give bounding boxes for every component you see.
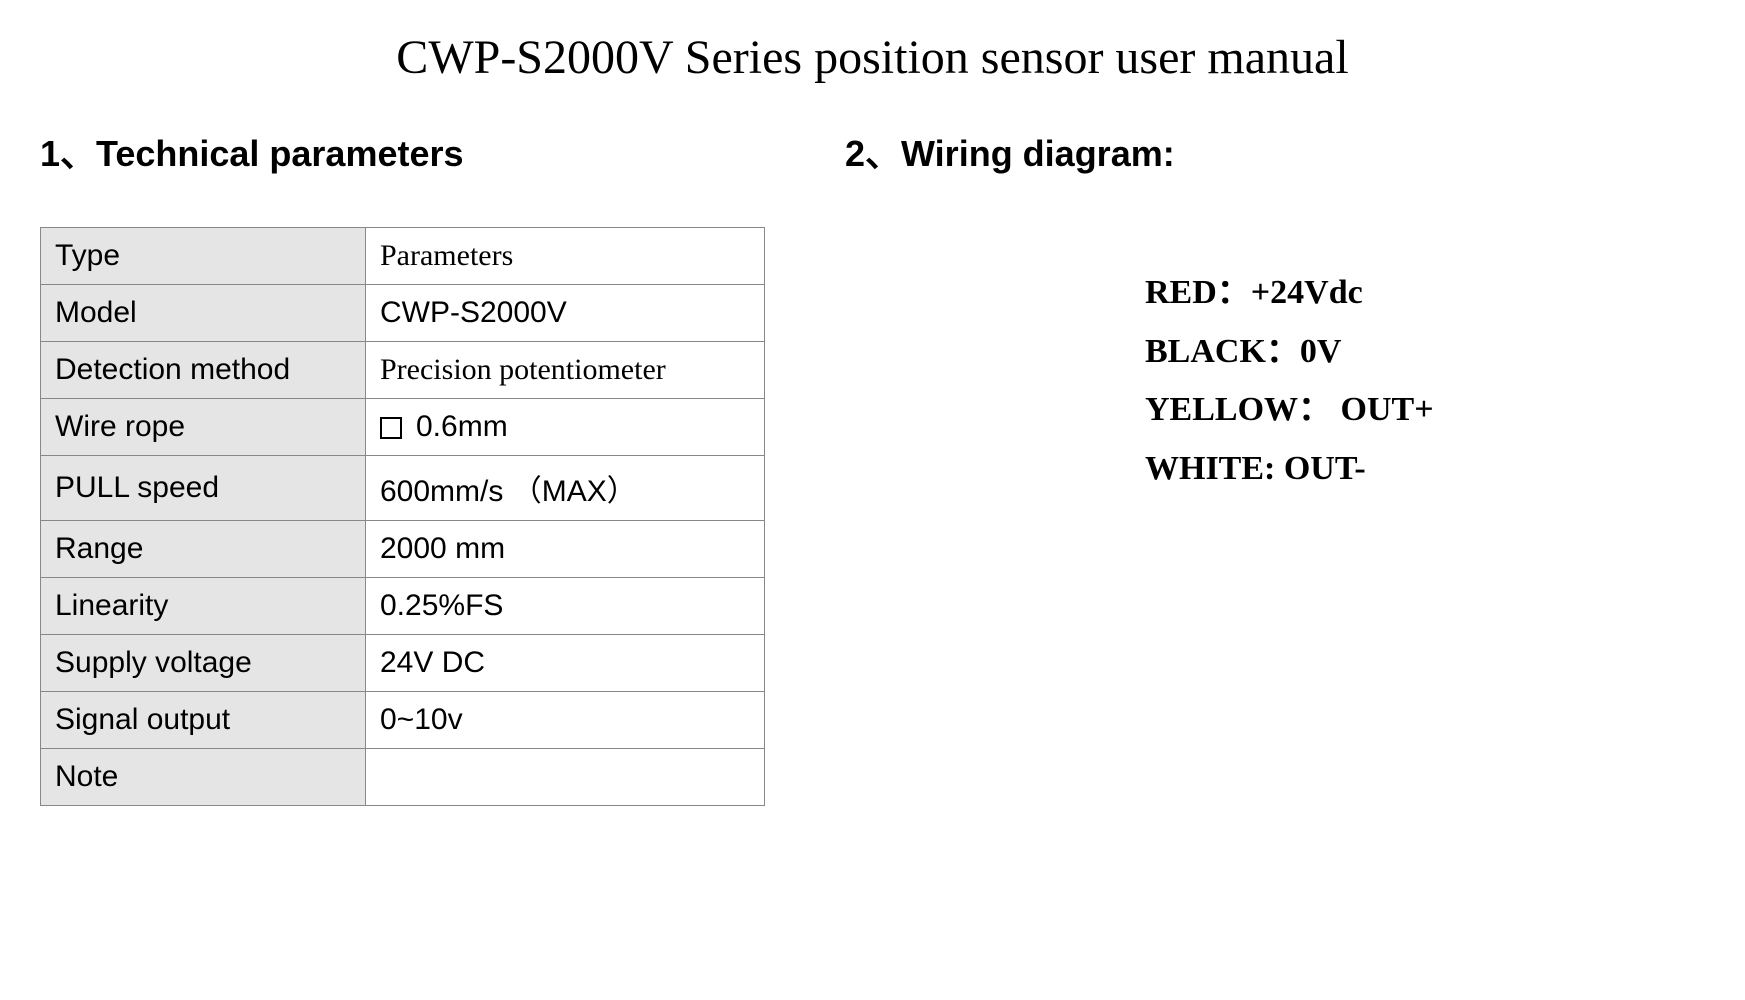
param-label: Note [41, 749, 366, 806]
parameters-table: Type Parameters Model CWP-S2000V Detecti… [40, 227, 765, 806]
param-value: Precision potentiometer [366, 342, 765, 399]
section1-heading: 1、Technical parameters [40, 125, 765, 177]
param-label: Detection method [41, 342, 366, 399]
param-value: 0.6mm [366, 399, 765, 456]
table-row: Signal output 0~10v [41, 692, 765, 749]
param-label: Model [41, 285, 366, 342]
table-row: PULL speed 600mm/s （MAX） [41, 456, 765, 521]
param-value-text: 0.6mm [416, 410, 508, 443]
param-value: CWP-S2000V [366, 285, 765, 342]
table-row: Range 2000 mm [41, 521, 765, 578]
checkbox-icon [380, 417, 402, 439]
param-label: PULL speed [41, 456, 366, 521]
parameters-table-body: Type Parameters Model CWP-S2000V Detecti… [41, 228, 765, 806]
content-row: 1、Technical parameters Type Parameters M… [40, 125, 1705, 806]
param-value: Parameters [366, 228, 765, 285]
param-label: Wire rope [41, 399, 366, 456]
right-column: 2、Wiring diagram: RED：+24Vdc BLACK：0V YE… [825, 125, 1705, 806]
table-row: Supply voltage 24V DC [41, 635, 765, 692]
param-value: 600mm/s （MAX） [366, 456, 765, 521]
wiring-list: RED：+24Vdc BLACK：0V YELLOW： OUT+ WHITE: … [1145, 267, 1705, 496]
table-row: Detection method Precision potentiometer [41, 342, 765, 399]
left-column: 1、Technical parameters Type Parameters M… [40, 125, 765, 806]
section2-heading: 2、Wiring diagram: [845, 125, 1705, 177]
wiring-line-red: RED：+24Vdc [1145, 267, 1705, 320]
param-value: 2000 mm [366, 521, 765, 578]
param-label: Range [41, 521, 366, 578]
table-row: Linearity 0.25%FS [41, 578, 765, 635]
param-value: 24V DC [366, 635, 765, 692]
param-value: 0~10v [366, 692, 765, 749]
table-row: Model CWP-S2000V [41, 285, 765, 342]
wiring-line-yellow: YELLOW： OUT+ [1145, 384, 1705, 437]
table-row: Type Parameters [41, 228, 765, 285]
param-label: Supply voltage [41, 635, 366, 692]
wiring-line-white: WHITE: OUT- [1145, 443, 1705, 496]
param-label: Type [41, 228, 366, 285]
table-row: Wire rope 0.6mm [41, 399, 765, 456]
param-label: Signal output [41, 692, 366, 749]
param-label: Linearity [41, 578, 366, 635]
table-row: Note [41, 749, 765, 806]
page-title: CWP-S2000V Series position sensor user m… [40, 30, 1705, 85]
wiring-line-black: BLACK：0V [1145, 326, 1705, 379]
param-value [366, 749, 765, 806]
param-value: 0.25%FS [366, 578, 765, 635]
